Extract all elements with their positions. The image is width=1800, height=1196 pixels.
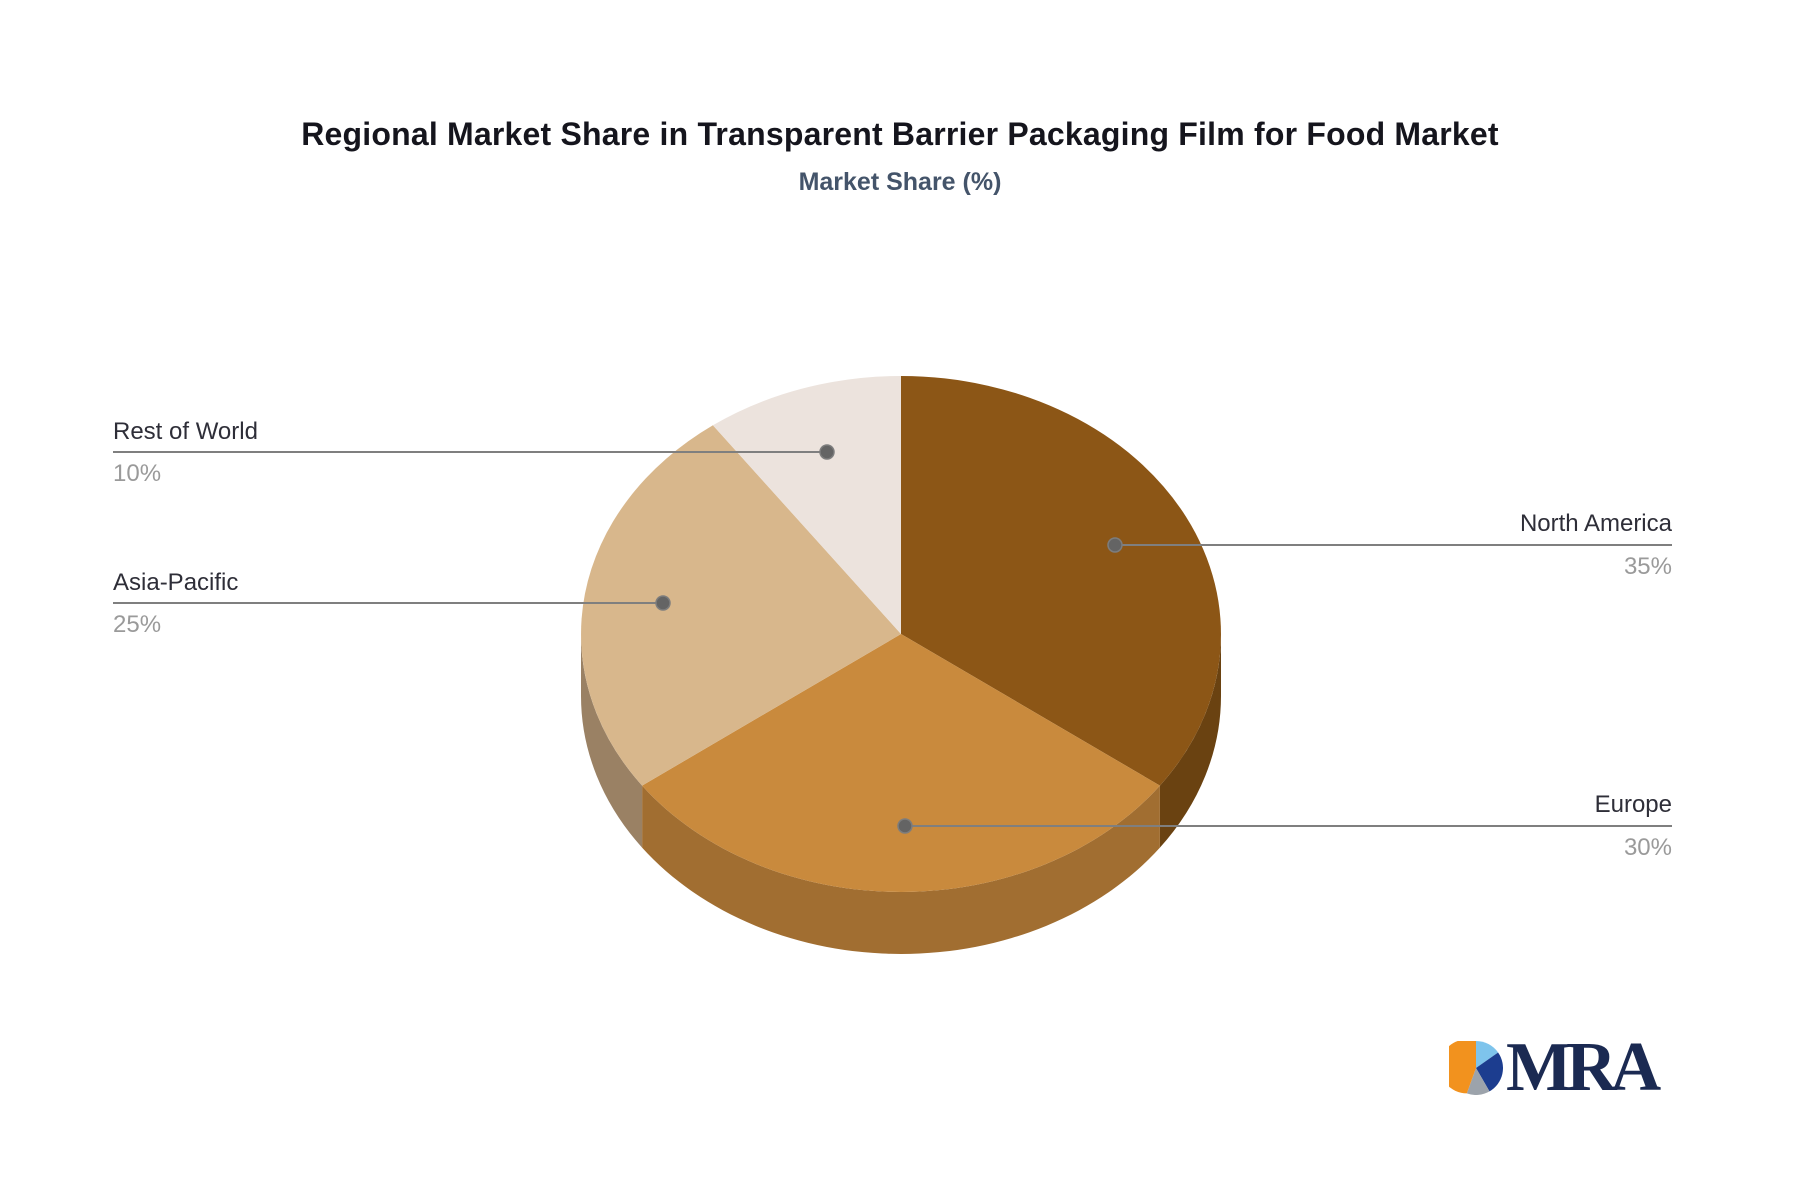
callout-label-asia-pacific: Asia-Pacific — [113, 569, 239, 596]
pie-side-north-america — [1159, 634, 1221, 848]
callout-value-north-america: 35% — [1623, 553, 1672, 580]
chart-subtitle: Market Share (%) — [798, 168, 1002, 196]
chart-title: Regional Market Share in Transparent Bar… — [301, 116, 1499, 152]
callout-label-europe: Europe — [1594, 791, 1672, 818]
brand-logo-text: MRA — [1506, 1029, 1661, 1106]
callout-label-north-america: North America — [1519, 510, 1672, 537]
brand-logo: MRA — [1449, 1029, 1661, 1106]
pie-slice-asia-pacific — [581, 425, 901, 786]
leader-dot-rest-of-world — [819, 444, 835, 460]
pie-chart-icon — [1449, 1041, 1503, 1095]
callout-value-asia-pacific: 25% — [113, 611, 162, 638]
leader-dot-asia-pacific — [655, 595, 671, 611]
pie-slice-rest-of-world — [712, 376, 901, 634]
callout-label-rest-of-world: Rest of World — [113, 418, 258, 445]
pie-slice-north-america — [901, 376, 1221, 786]
callout-value-europe: 30% — [1623, 834, 1672, 861]
leader-dot-europe — [897, 818, 913, 834]
leader-dot-north-america — [1107, 537, 1123, 553]
pie-slice-europe — [642, 634, 1160, 892]
callout-value-rest-of-world: 10% — [113, 460, 162, 487]
pie-side-europe — [642, 785, 1160, 954]
pie-side-asia-pacific — [581, 634, 643, 848]
